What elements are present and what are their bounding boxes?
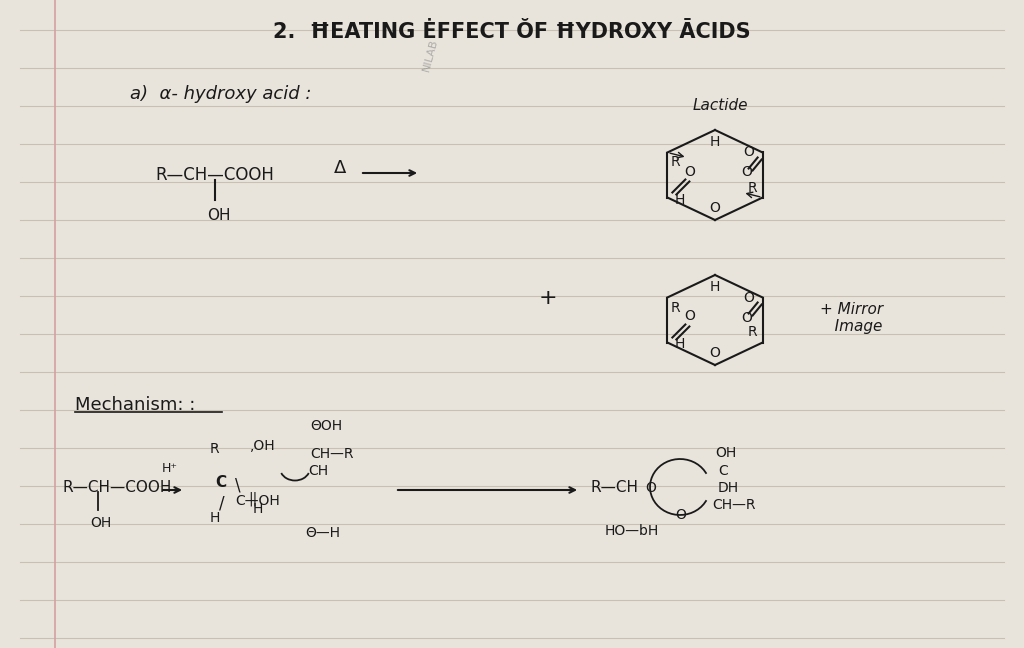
Text: O: O [684,165,695,178]
Text: O: O [741,310,752,325]
Text: C: C [215,475,226,490]
Text: H⁺: H⁺ [162,462,178,475]
Text: R—CH—COOH: R—CH—COOH [62,480,171,494]
Text: OH: OH [90,516,112,530]
Text: O: O [645,481,656,495]
Text: C—OH: C—OH [234,494,280,508]
Text: H: H [210,511,220,525]
Text: H: H [253,502,263,516]
Text: Mechanism: :: Mechanism: : [75,396,196,414]
Text: R: R [671,301,680,314]
Text: CH—R: CH—R [310,447,353,461]
Text: OH: OH [715,446,736,460]
Text: O: O [675,508,686,522]
Text: R—CH: R—CH [590,480,638,494]
Text: DH: DH [718,481,739,495]
Text: R: R [748,325,758,340]
Text: O: O [741,165,752,179]
Text: Lactide: Lactide [692,97,748,113]
Text: R: R [671,156,680,170]
Text: CH—R: CH—R [712,498,756,512]
Text: H: H [674,192,685,207]
Text: NILAB: NILAB [421,38,439,73]
Text: R: R [210,442,219,456]
Text: O: O [710,346,721,360]
Text: O: O [743,146,754,159]
Text: R: R [748,181,758,194]
Text: O: O [684,310,695,323]
Text: R—CH—COOH: R—CH—COOH [155,166,273,184]
Text: ||: || [248,492,257,507]
Text: \: \ [234,476,241,494]
Text: 2.  ĦEATING ĖFFECT ŎF ĦYDROXY ĀCIDS: 2. ĦEATING ĖFFECT ŎF ĦYDROXY ĀCIDS [273,22,751,42]
Text: C: C [718,464,728,478]
Text: H: H [674,338,685,351]
Text: H: H [710,280,720,294]
Text: Θ—H: Θ—H [305,526,340,540]
Text: ,OH: ,OH [250,439,275,453]
Text: + Mirror
   Image: + Mirror Image [820,302,883,334]
Text: Δ: Δ [334,159,346,177]
Text: +: + [539,288,557,308]
Text: HO—bH: HO—bH [605,524,659,538]
Text: ΘOH: ΘOH [310,419,342,433]
Text: CH: CH [308,464,328,478]
Text: O: O [710,201,721,215]
Text: a)  α- hydroxy acid :: a) α- hydroxy acid : [130,85,311,103]
Text: /: / [219,495,224,513]
Text: H: H [710,135,720,149]
Text: O: O [743,290,754,305]
Text: OH: OH [207,208,230,223]
